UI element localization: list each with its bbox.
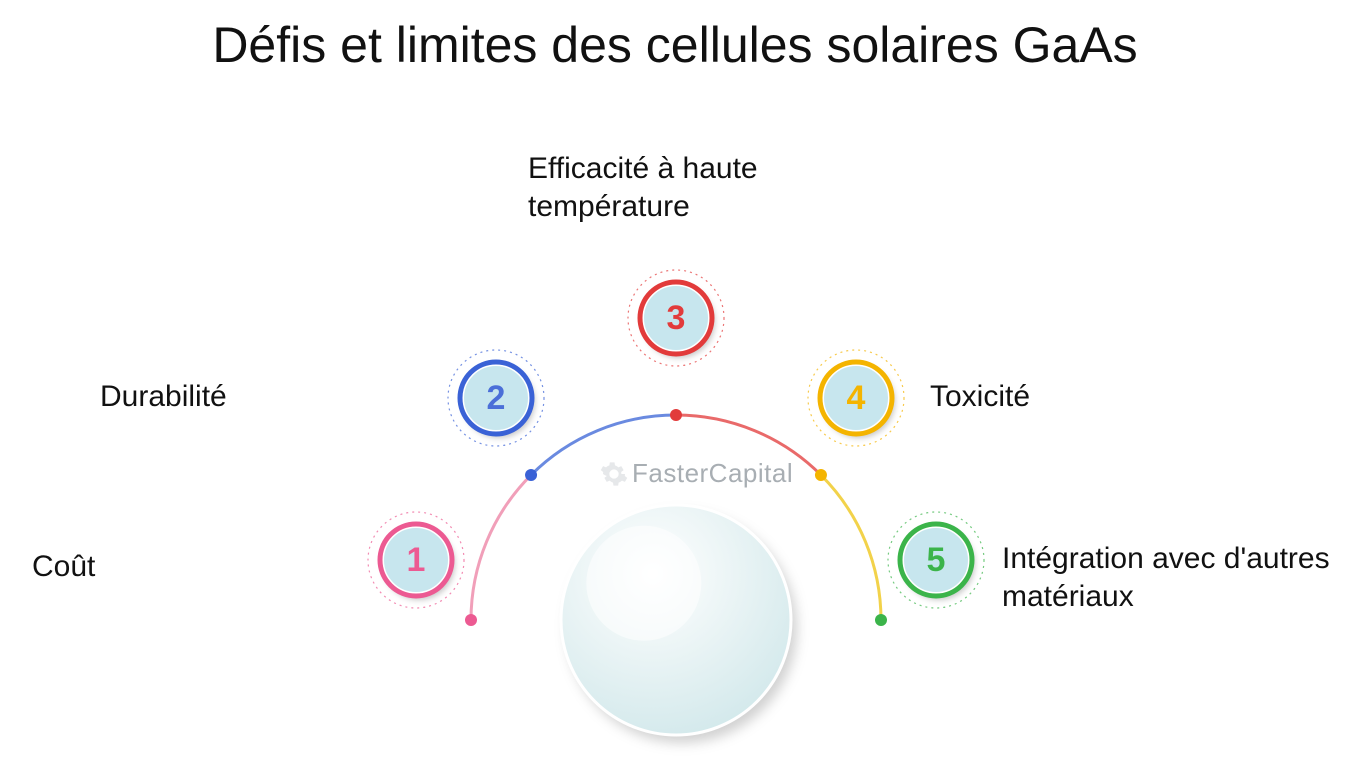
node-label-1: Coût bbox=[32, 548, 95, 586]
node-number: 1 bbox=[407, 541, 426, 579]
watermark-text: FasterCapital bbox=[632, 458, 793, 489]
node-label-text: Intégration avec d'autres matériaux bbox=[1002, 542, 1330, 613]
watermark: FasterCapital bbox=[600, 458, 793, 489]
node-label-text: Efficacité à haute température bbox=[528, 152, 758, 223]
node-label-3: Efficacité à haute température bbox=[528, 150, 848, 225]
node-label-2: Durabilité bbox=[100, 378, 227, 416]
node-label-text: Toxicité bbox=[930, 380, 1030, 413]
hub-circle bbox=[561, 505, 791, 735]
node-label-text: Coût bbox=[32, 550, 95, 583]
arc-dot bbox=[465, 614, 477, 626]
node-badge-1: 1 bbox=[368, 512, 464, 608]
arc-dot bbox=[670, 409, 682, 421]
node-number: 5 bbox=[927, 541, 946, 579]
node-number: 4 bbox=[847, 379, 866, 417]
node-number: 3 bbox=[667, 299, 686, 337]
arc-dot bbox=[525, 469, 537, 481]
node-label-4: Toxicité bbox=[930, 378, 1030, 416]
node-number: 2 bbox=[487, 379, 506, 417]
node-badge-4: 4 bbox=[808, 350, 904, 446]
node-label-text: Durabilité bbox=[100, 380, 227, 413]
gear-icon bbox=[600, 460, 628, 488]
node-badge-2: 2 bbox=[448, 350, 544, 446]
arc-dot bbox=[815, 469, 827, 481]
arc-segment bbox=[821, 475, 881, 620]
arc-segment bbox=[471, 475, 531, 620]
infographic-stage: { "type": "infographic", "canvas": { "wi… bbox=[0, 0, 1350, 759]
arc-dot bbox=[875, 614, 887, 626]
node-badge-3: 3 bbox=[628, 270, 724, 366]
node-label-5: Intégration avec d'autres matériaux bbox=[1002, 540, 1332, 615]
node-badge-5: 5 bbox=[888, 512, 984, 608]
